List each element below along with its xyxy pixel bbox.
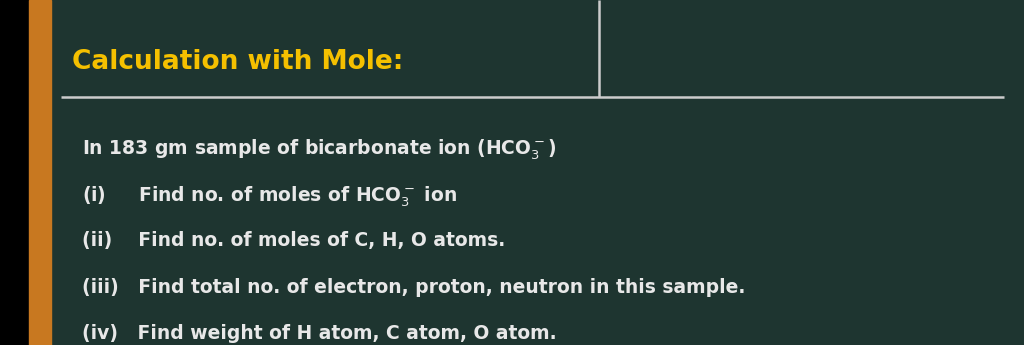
Text: In 183 gm sample of bicarbonate ion (HCO$_3^-$): In 183 gm sample of bicarbonate ion (HCO… bbox=[82, 138, 556, 162]
Bar bbox=[0, 0, 29, 345]
Bar bbox=[29, 0, 51, 345]
Text: Calculation with Mole:: Calculation with Mole: bbox=[72, 49, 403, 75]
Text: (ii)    Find no. of moles of C, H, O atoms.: (ii) Find no. of moles of C, H, O atoms. bbox=[82, 231, 505, 250]
Text: (iii)   Find total no. of electron, proton, neutron in this sample.: (iii) Find total no. of electron, proton… bbox=[82, 278, 745, 297]
Text: (i)     Find no. of moles of HCO$_3^-$ ion: (i) Find no. of moles of HCO$_3^-$ ion bbox=[82, 185, 457, 209]
Text: (iv)   Find weight of H atom, C atom, O atom.: (iv) Find weight of H atom, C atom, O at… bbox=[82, 324, 557, 343]
